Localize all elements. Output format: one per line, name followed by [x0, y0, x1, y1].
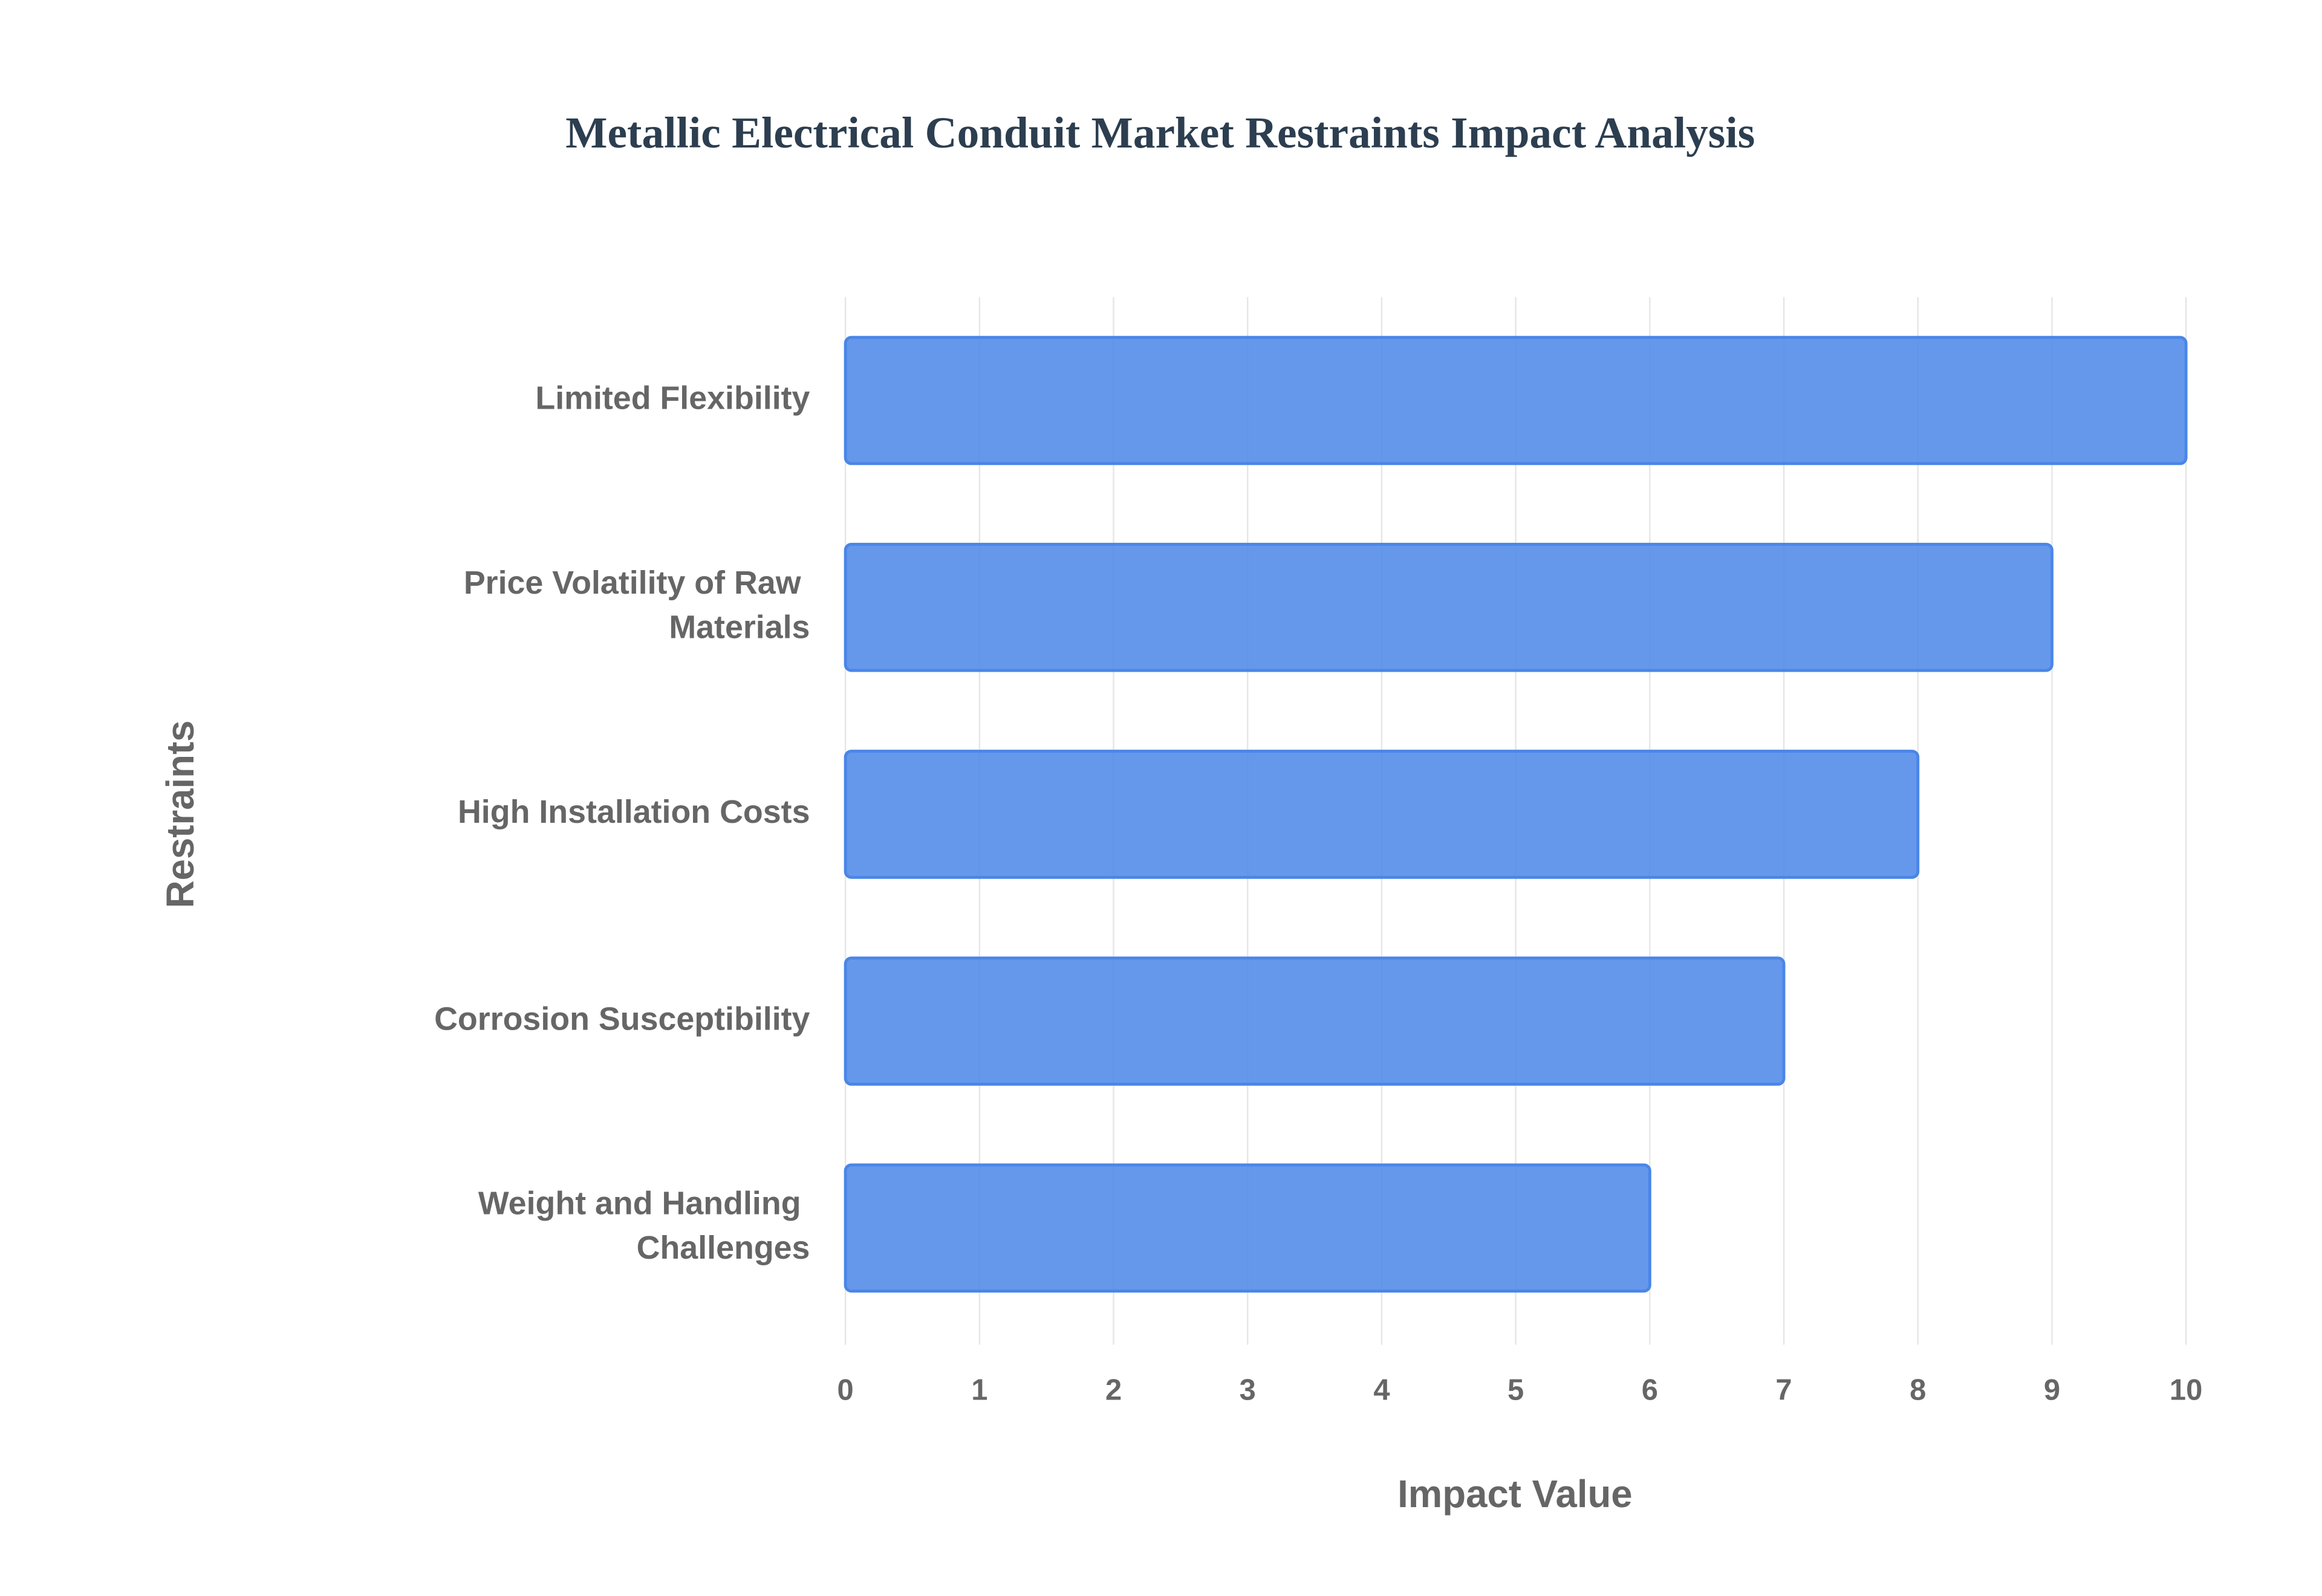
- bar: [844, 1163, 1651, 1293]
- x-tick-label: 9: [2044, 1374, 2060, 1407]
- x-tick-label: 4: [1373, 1374, 1390, 1407]
- x-tick-label: 3: [1240, 1374, 1256, 1407]
- x-tick-label: 6: [1642, 1374, 1658, 1407]
- x-tick-label: 5: [1507, 1374, 1524, 1407]
- x-tick-label: 7: [1775, 1374, 1792, 1407]
- x-tick-label: 0: [837, 1374, 854, 1407]
- x-tick-label: 8: [1910, 1374, 1926, 1407]
- bar: [844, 956, 1786, 1086]
- y-tick-label: Corrosion Susceptibility: [434, 1001, 810, 1037]
- y-tick-label: Price Volatility of Raw Materials: [464, 565, 810, 645]
- y-axis-title: Restraints: [159, 720, 202, 908]
- x-tick-label: 1: [971, 1374, 987, 1407]
- bar: [844, 750, 1920, 879]
- x-axis-title: Impact Value: [1397, 1473, 1633, 1516]
- y-tick-label: High Installation Costs: [458, 794, 810, 830]
- chart-title: Metallic Electrical Conduit Market Restr…: [565, 108, 1755, 157]
- y-tick-label: Limited Flexibility: [535, 380, 810, 417]
- bar: [844, 542, 2054, 672]
- x-tick-label: 2: [1105, 1374, 1122, 1407]
- y-tick-label: Weight and Handling Challenges: [478, 1186, 810, 1266]
- bar: [844, 336, 2188, 465]
- x-tick-label: 10: [2170, 1374, 2202, 1407]
